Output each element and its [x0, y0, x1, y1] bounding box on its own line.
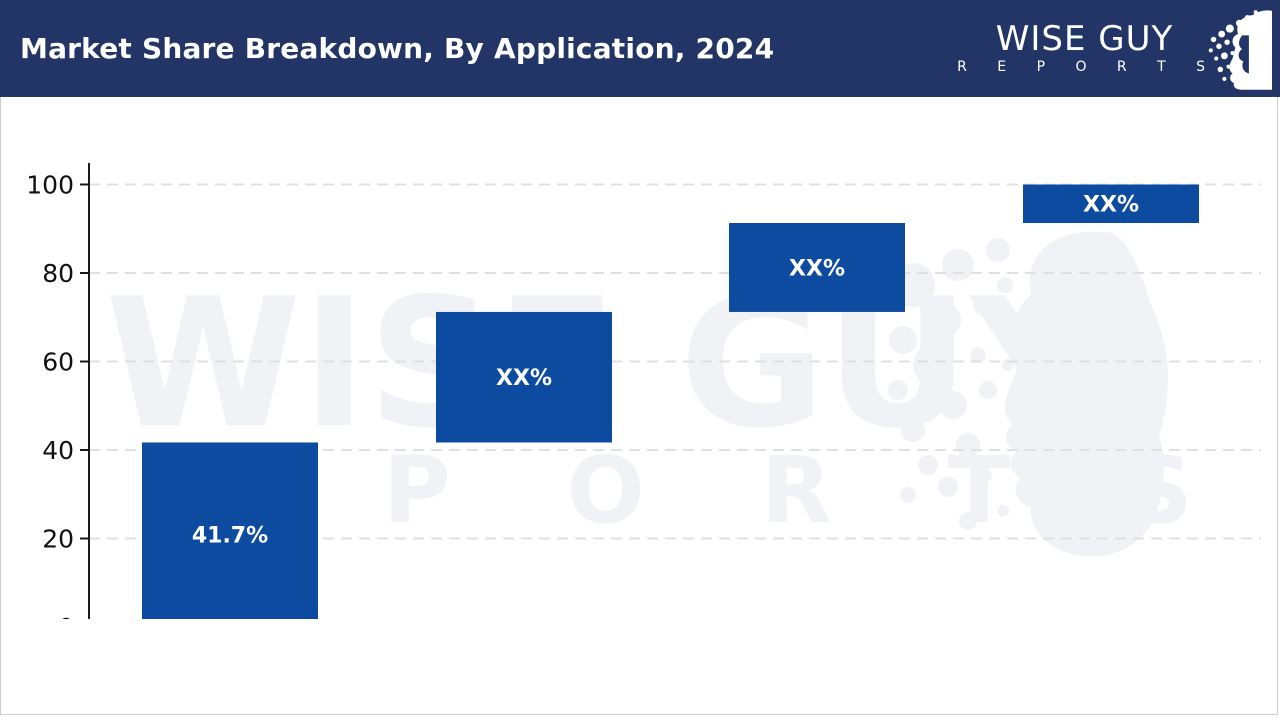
bar-windshield — [142, 442, 318, 619]
y-tick-label: 0 — [58, 613, 74, 619]
y-tick-label: 80 — [42, 259, 74, 288]
y-tick-label: 60 — [42, 348, 74, 377]
brand-logo: WISE GUY R E P O R T S — [951, 0, 1272, 97]
bar-sunroofs — [1023, 184, 1199, 223]
bar-rear-windows — [729, 222, 905, 312]
y-tick-label: 20 — [42, 525, 74, 554]
y-tick-label: 40 — [42, 436, 74, 465]
dotted-head-profile-icon — [1208, 9, 1272, 90]
header-bar: Market Share Breakdown, By Application, … — [0, 0, 1280, 97]
bar-label: XX% — [496, 366, 552, 391]
bar-label: XX% — [789, 256, 845, 281]
bar-label: 41.7% — [192, 524, 268, 549]
brand-name: WISE GUY — [995, 18, 1174, 59]
y-tick-label: 100 — [26, 171, 74, 200]
bar-label: XX% — [1083, 193, 1139, 218]
brand-subtitle: R E P O R T S — [957, 59, 1218, 76]
waterfall-chart: 41.7%XX%XX%XX%020406080100WindshieldSide… — [26, 163, 1261, 619]
page-title: Market Share Breakdown, By Application, … — [20, 32, 775, 65]
brand-logo-text: WISE GUY R E P O R T S — [951, 18, 1218, 76]
dotted-head-profile-watermark — [888, 231, 1169, 557]
bar-side-windows — [436, 311, 612, 443]
